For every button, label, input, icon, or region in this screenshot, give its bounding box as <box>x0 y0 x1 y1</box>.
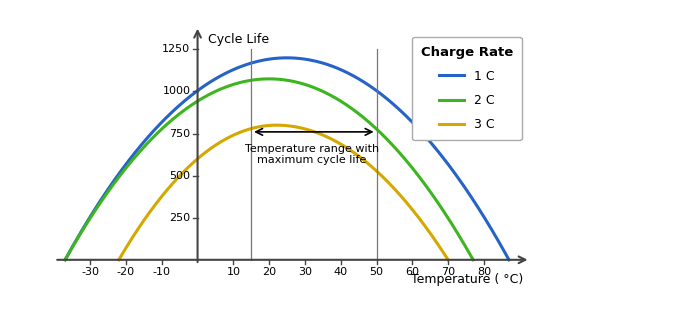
Text: 60: 60 <box>405 266 420 276</box>
2 C <box>255 78 263 81</box>
Line: 1 C: 1 C <box>65 58 509 260</box>
Text: 750: 750 <box>169 129 190 139</box>
1 C <box>495 240 503 244</box>
2 C <box>396 152 405 156</box>
Text: -10: -10 <box>153 266 171 276</box>
1 C <box>426 140 434 143</box>
2 C <box>257 77 265 81</box>
2 C <box>305 84 313 88</box>
1 C <box>61 258 69 262</box>
1 C <box>282 56 290 60</box>
Text: 1250: 1250 <box>163 44 190 54</box>
2 C <box>61 258 69 262</box>
3 C <box>274 123 282 127</box>
3 C <box>437 247 445 251</box>
2 C <box>469 258 477 262</box>
Text: 500: 500 <box>169 171 190 181</box>
Text: 80: 80 <box>477 266 491 276</box>
Text: 20: 20 <box>262 266 276 276</box>
Text: 250: 250 <box>169 213 190 223</box>
3 C <box>386 182 394 185</box>
Text: 70: 70 <box>441 266 455 276</box>
3 C <box>444 258 452 262</box>
Text: Cycle Life: Cycle Life <box>208 33 269 46</box>
3 C <box>311 130 320 134</box>
Text: 50: 50 <box>369 266 384 276</box>
Legend: 1 C, 2 C, 3 C: 1 C, 2 C, 3 C <box>412 37 522 140</box>
2 C <box>460 242 469 246</box>
2 C <box>283 78 291 82</box>
1 C <box>275 56 283 60</box>
Text: 40: 40 <box>334 266 347 276</box>
2 C <box>265 77 273 81</box>
1 C <box>505 258 513 262</box>
Text: 1000: 1000 <box>163 87 190 97</box>
1 C <box>326 64 335 68</box>
Text: -20: -20 <box>117 266 135 276</box>
3 C <box>273 123 281 127</box>
Text: -30: -30 <box>81 266 99 276</box>
1 C <box>302 57 310 61</box>
Text: 30: 30 <box>298 266 312 276</box>
Text: 10: 10 <box>226 266 240 276</box>
3 C <box>271 123 279 127</box>
Line: 3 C: 3 C <box>119 125 448 260</box>
1 C <box>272 57 280 60</box>
Text: Temperature ( °C): Temperature ( °C) <box>411 273 523 286</box>
3 C <box>115 258 123 262</box>
Line: 2 C: 2 C <box>65 79 473 260</box>
Text: Temperature range with
maximum cycle life: Temperature range with maximum cycle lif… <box>245 144 379 165</box>
3 C <box>294 125 302 129</box>
